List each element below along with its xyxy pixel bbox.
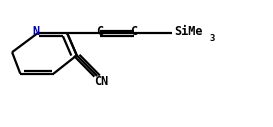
- Text: CN: CN: [94, 75, 108, 88]
- Text: 3: 3: [209, 34, 215, 43]
- Text: N: N: [32, 25, 40, 38]
- Text: C: C: [96, 25, 103, 38]
- Text: SiMe: SiMe: [174, 25, 203, 38]
- Text: C: C: [130, 25, 137, 38]
